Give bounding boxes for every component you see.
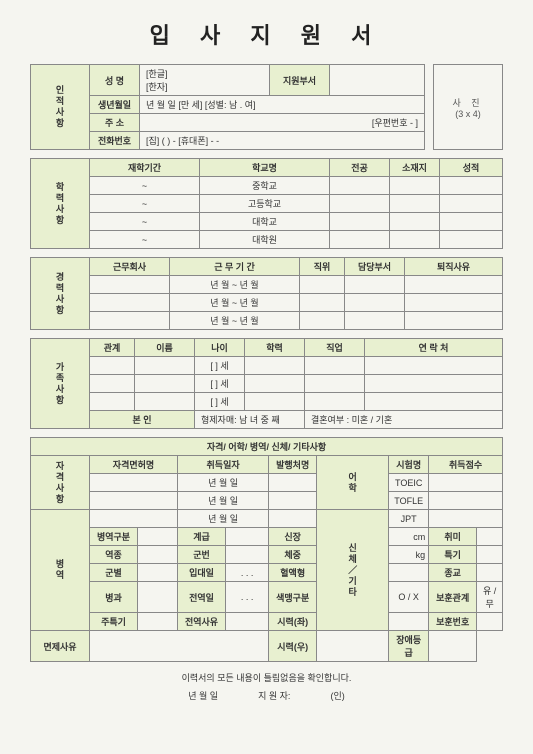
personal-table: 인적사항 성 명 [한글][한자] 지원부서 생년월일 년 월 일 [만 세] … [30, 64, 425, 150]
body-section-label: 신체／기타 [317, 510, 389, 631]
applicant-label: 지 원 자: [258, 691, 290, 701]
addr-label: 주 소 [90, 114, 140, 132]
career-col-dept: 담당부서 [345, 258, 405, 276]
cert-col-name: 자격면허명 [90, 456, 178, 474]
lang-col-score: 취득점수 [429, 456, 503, 474]
self-label: 본 인 [90, 411, 195, 429]
birth-value[interactable]: 년 월 일 [만 세] [성별: 남 . 여] [140, 96, 425, 114]
mil-row[interactable]: 병과 전역일. . . 색맹구분O / X 보훈관계유 / 무 [31, 582, 503, 613]
personal-section-label: 인적사항 [31, 65, 90, 150]
career-col-company: 근무회사 [90, 258, 170, 276]
dept-value[interactable] [330, 65, 425, 96]
cert-col-issuer: 발행처명 [269, 456, 317, 474]
career-row[interactable]: 년 월 ~ 년 월 [31, 276, 503, 294]
addr-value[interactable]: [우편번호 - ] [140, 114, 425, 132]
phone-value[interactable]: [집] ( ) - [휴대폰] - - [140, 132, 425, 150]
page-title: 입 사 지 원 서 [30, 18, 503, 50]
footer: 이력서의 모든 내용이 틀림없음을 확인합니다. 년 월 일 지 원 자: (인… [30, 670, 503, 704]
career-col-period: 근 무 기 간 [170, 258, 300, 276]
cert-row[interactable]: 년 월 일 TOFLE [31, 492, 503, 510]
edu-col-period: 재학기간 [90, 159, 200, 177]
confirm-text: 이력서의 모든 내용이 틀림없음을 확인합니다. [30, 670, 503, 686]
edu-section-label: 학력사항 [31, 159, 90, 249]
career-col-pos: 직위 [300, 258, 345, 276]
mil-row[interactable]: 면제사유 시력(우) 장애등급 [31, 631, 503, 662]
career-section-label: 경력사항 [31, 258, 90, 330]
career-col-reason: 퇴직사유 [405, 258, 503, 276]
lang-jpt: JPT [389, 510, 429, 528]
birth-label: 생년월일 [90, 96, 140, 114]
mil-row[interactable]: 주특기 전역사유 시력(좌) 보훈번호 [31, 613, 503, 631]
lang-tofle: TOFLE [389, 492, 429, 510]
name-label: 성 명 [90, 65, 140, 96]
mil-row[interactable]: 병역구분 계급 신장 cm 취미 [31, 528, 503, 546]
edu-row[interactable]: ~고등학교 [31, 195, 503, 213]
edu-col-loc: 소재지 [390, 159, 440, 177]
fam-col-rel: 관계 [90, 339, 135, 357]
fam-col-edu: 학력 [245, 339, 305, 357]
phone-label: 전화번호 [90, 132, 140, 150]
photo-box[interactable]: 사 진 (3 x 4) [433, 64, 503, 150]
edu-row[interactable]: ~대학원 [31, 231, 503, 249]
mil-row[interactable]: 군별 입대일. . . 혈액형 종교 [31, 564, 503, 582]
family-row[interactable]: [ ] 세 [31, 375, 503, 393]
fam-col-job: 직업 [305, 339, 365, 357]
edu-row[interactable]: ~대학교 [31, 213, 503, 231]
edu-col-grade: 성적 [440, 159, 503, 177]
footer-date: 년 월 일 [188, 688, 218, 704]
mil-section-label: 병역 [31, 510, 90, 631]
career-row[interactable]: 년 월 ~ 년 월 [31, 312, 503, 330]
lang-col-test: 시험명 [389, 456, 429, 474]
family-table: 가족사항 관계 이름 나이 학력 직업 연 락 처 [ ] 세 [ ] 세 [ … [30, 338, 503, 429]
edu-col-school: 학교명 [200, 159, 330, 177]
name-value[interactable]: [한글][한자] [140, 65, 270, 96]
family-section-label: 가족사항 [31, 339, 90, 429]
lang-section-label: 어학 [317, 456, 389, 510]
seal-mark: (인) [330, 691, 344, 701]
mil-row[interactable]: 역종 군번 체중 kg 특기 [31, 546, 503, 564]
cert-row[interactable]: 년 월 일 TOEIC [31, 474, 503, 492]
fam-col-name: 이름 [135, 339, 195, 357]
cert-col-date: 취득일자 [178, 456, 269, 474]
edu-row[interactable]: ~중학교 [31, 177, 503, 195]
siblings-value[interactable]: 형제자매: 남 녀 중 째 [195, 411, 305, 429]
etc-header: 자격/ 어학/ 병역/ 신체/ 기타사항 [31, 438, 503, 456]
etc-table: 자격/ 어학/ 병역/ 신체/ 기타사항 자격사항 자격면허명 취득일자 발행처… [30, 437, 503, 662]
family-row[interactable]: [ ] 세 [31, 393, 503, 411]
dept-label: 지원부서 [270, 65, 330, 96]
cert-section-label: 자격사항 [31, 456, 90, 510]
edu-col-major: 전공 [330, 159, 390, 177]
fam-col-contact: 연 락 처 [365, 339, 503, 357]
family-row[interactable]: [ ] 세 [31, 357, 503, 375]
career-row[interactable]: 년 월 ~ 년 월 [31, 294, 503, 312]
lang-toeic: TOEIC [389, 474, 429, 492]
marriage-value[interactable]: 결혼여부 : 미혼 / 기혼 [305, 411, 503, 429]
education-table: 학력사항 재학기간 학교명 전공 소재지 성적 ~중학교 ~고등학교 ~대학교 … [30, 158, 503, 249]
fam-col-age: 나이 [195, 339, 245, 357]
career-table: 경력사항 근무회사 근 무 기 간 직위 담당부서 퇴직사유 년 월 ~ 년 월… [30, 257, 503, 330]
